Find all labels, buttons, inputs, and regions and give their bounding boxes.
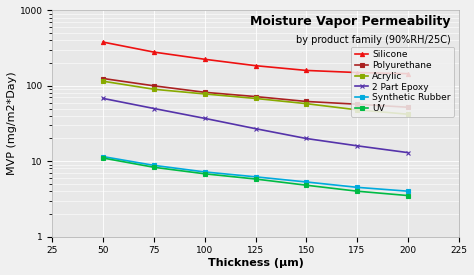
2 Part Epoxy bbox=[354, 144, 360, 147]
Line: Silicone: Silicone bbox=[101, 40, 410, 76]
Line: Acrylic: Acrylic bbox=[101, 79, 410, 116]
UV bbox=[100, 156, 106, 160]
2 Part Epoxy bbox=[100, 97, 106, 100]
UV bbox=[253, 177, 258, 181]
Synthetic Rubber bbox=[100, 155, 106, 158]
Polyurethane bbox=[354, 103, 360, 106]
Acrylic bbox=[354, 108, 360, 111]
2 Part Epoxy bbox=[151, 107, 157, 110]
Polyurethane bbox=[303, 100, 309, 103]
Text: Moisture Vapor Permeability: Moisture Vapor Permeability bbox=[250, 15, 450, 28]
Polyurethane bbox=[100, 77, 106, 80]
Acrylic bbox=[303, 102, 309, 105]
Y-axis label: MVP (mg/m2*Day): MVP (mg/m2*Day) bbox=[7, 72, 17, 175]
Legend: Silicone, Polyurethane, Acrylic, 2 Part Epoxy, Synthetic Rubber, UV: Silicone, Polyurethane, Acrylic, 2 Part … bbox=[351, 47, 454, 117]
UV bbox=[354, 189, 360, 193]
Line: Synthetic Rubber: Synthetic Rubber bbox=[101, 155, 410, 193]
Acrylic bbox=[151, 88, 157, 91]
Silicone bbox=[405, 72, 410, 75]
Acrylic bbox=[202, 92, 208, 96]
Acrylic bbox=[100, 79, 106, 83]
Polyurethane bbox=[253, 95, 258, 98]
Synthetic Rubber bbox=[202, 170, 208, 174]
Line: 2 Part Epoxy: 2 Part Epoxy bbox=[101, 96, 410, 155]
Line: Polyurethane: Polyurethane bbox=[101, 76, 410, 109]
Synthetic Rubber bbox=[253, 175, 258, 178]
2 Part Epoxy bbox=[303, 137, 309, 140]
Silicone bbox=[303, 69, 309, 72]
Acrylic bbox=[253, 97, 258, 100]
Text: by product family (90%RH/25C): by product family (90%RH/25C) bbox=[296, 35, 450, 45]
Synthetic Rubber bbox=[354, 186, 360, 189]
Silicone bbox=[100, 40, 106, 44]
2 Part Epoxy bbox=[202, 117, 208, 120]
Polyurethane bbox=[405, 106, 410, 109]
Polyurethane bbox=[202, 91, 208, 94]
UV bbox=[405, 194, 410, 197]
Line: UV: UV bbox=[101, 156, 410, 198]
Polyurethane bbox=[151, 84, 157, 87]
Silicone bbox=[202, 58, 208, 61]
Silicone bbox=[354, 71, 360, 74]
2 Part Epoxy bbox=[405, 151, 410, 154]
Synthetic Rubber bbox=[151, 164, 157, 167]
UV bbox=[202, 172, 208, 175]
Synthetic Rubber bbox=[303, 180, 309, 184]
X-axis label: Thickness (μm): Thickness (μm) bbox=[208, 258, 303, 268]
Synthetic Rubber bbox=[405, 189, 410, 193]
Acrylic bbox=[405, 112, 410, 116]
Silicone bbox=[151, 50, 157, 54]
UV bbox=[303, 183, 309, 187]
2 Part Epoxy bbox=[253, 127, 258, 130]
Silicone bbox=[253, 64, 258, 67]
UV bbox=[151, 166, 157, 169]
